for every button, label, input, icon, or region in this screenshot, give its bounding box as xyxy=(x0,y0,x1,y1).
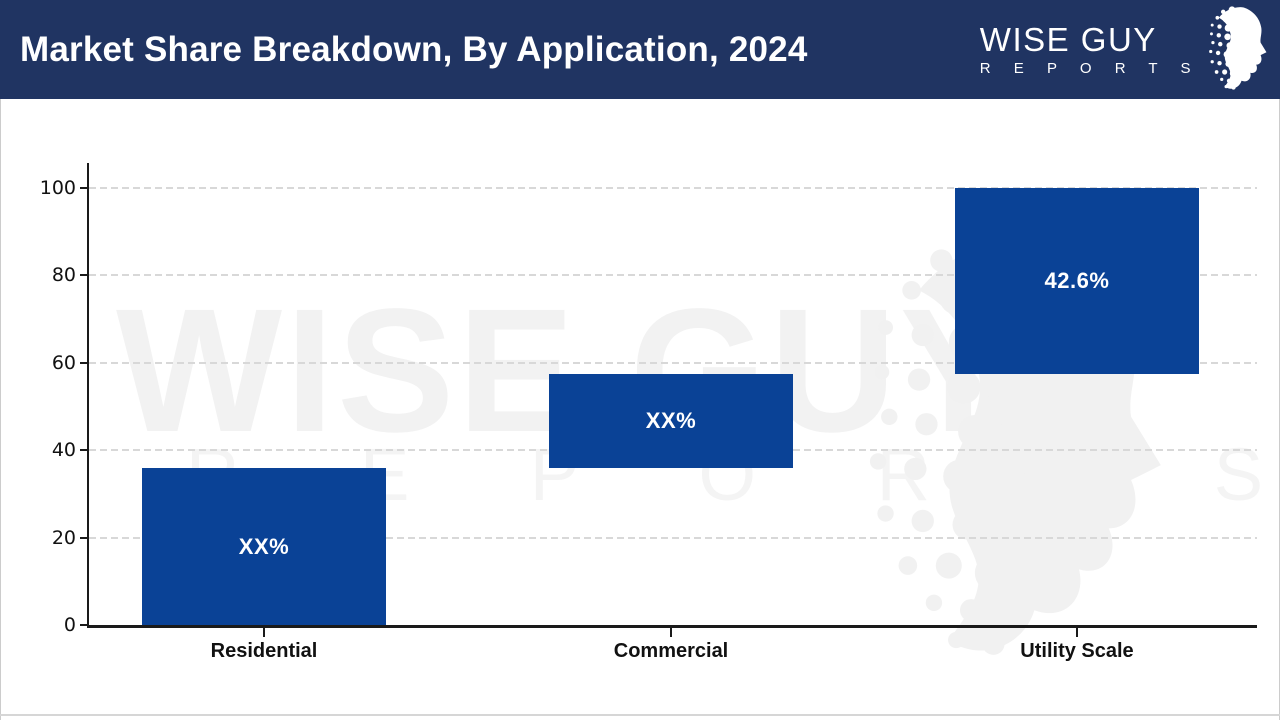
bar-value-label: 42.6% xyxy=(1044,268,1110,294)
logo-face-icon xyxy=(1194,6,1270,94)
y-tick-label: 60 xyxy=(51,352,76,374)
logo-wordmark: WISE GUY xyxy=(979,20,1157,58)
x-category-label: Commercial xyxy=(613,640,729,662)
page-title: Market Share Breakdown, By Application, … xyxy=(20,29,808,69)
x-tick-mark xyxy=(670,628,672,637)
y-tick-mark xyxy=(80,362,87,364)
bar-value-label: XX% xyxy=(645,408,697,434)
h-gridline xyxy=(89,274,1257,276)
page-left-border xyxy=(0,99,1,720)
footer-divider-line xyxy=(0,714,1280,716)
bar-utility-scale: 42.6% xyxy=(955,188,1199,375)
h-gridline xyxy=(89,537,1257,539)
x-axis-line xyxy=(87,625,1257,628)
y-tick-mark xyxy=(80,274,87,276)
logo-text: WISE GUY R E P O R T S xyxy=(980,23,1200,77)
h-gridline xyxy=(89,362,1257,364)
y-tick-label: 100 xyxy=(39,177,76,199)
bar-residential: XX% xyxy=(142,468,386,625)
y-tick-label: 0 xyxy=(63,614,76,636)
y-tick-mark xyxy=(80,624,87,626)
y-tick-label: 80 xyxy=(51,264,76,286)
header-bar: Market Share Breakdown, By Application, … xyxy=(0,0,1280,99)
x-tick-mark xyxy=(263,628,265,637)
y-tick-label: 20 xyxy=(51,527,76,549)
y-axis-line xyxy=(87,163,89,627)
y-tick-label: 40 xyxy=(51,439,76,461)
y-tick-mark xyxy=(80,187,87,189)
x-tick-mark xyxy=(1076,628,1078,637)
logo-subtext: R E P O R T S xyxy=(979,59,1200,77)
y-tick-mark xyxy=(80,537,87,539)
wise-guy-reports-logo: WISE GUY R E P O R T S xyxy=(980,0,1270,99)
bar-value-label: XX% xyxy=(238,533,290,559)
y-tick-mark xyxy=(80,449,87,451)
bar-commercial: XX% xyxy=(549,374,793,469)
x-category-label: Residential xyxy=(210,640,318,662)
h-gridline xyxy=(89,187,1257,189)
x-category-label: Utility Scale xyxy=(1020,640,1134,662)
